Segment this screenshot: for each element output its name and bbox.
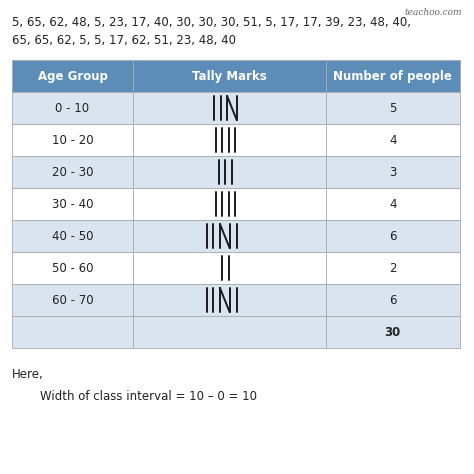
Bar	[12, 252, 133, 284]
Bar	[133, 60, 326, 92]
Text: 4: 4	[389, 198, 397, 210]
Text: 50 - 60: 50 - 60	[52, 262, 93, 274]
Text: 10 - 20: 10 - 20	[52, 134, 93, 146]
Bar	[12, 92, 133, 124]
Text: Age Group: Age Group	[37, 70, 108, 82]
Bar	[12, 60, 133, 92]
Text: 5, 65, 62, 48, 5, 23, 17, 40, 30, 30, 30, 51, 5, 17, 17, 39, 23, 48, 40,: 5, 65, 62, 48, 5, 23, 17, 40, 30, 30, 30…	[12, 16, 411, 29]
Bar	[12, 124, 133, 156]
Bar	[133, 220, 326, 252]
Bar	[133, 124, 326, 156]
Text: 0 - 10: 0 - 10	[55, 101, 90, 115]
Bar	[12, 284, 133, 316]
Bar	[326, 188, 460, 220]
Text: Tally Marks: Tally Marks	[192, 70, 267, 82]
Bar	[12, 220, 133, 252]
Text: 20 - 30: 20 - 30	[52, 165, 93, 179]
Text: 3: 3	[389, 165, 396, 179]
Bar	[133, 188, 326, 220]
Text: 30: 30	[385, 326, 401, 338]
Text: 4: 4	[389, 134, 397, 146]
Bar	[133, 284, 326, 316]
Bar	[326, 124, 460, 156]
Text: Number of people: Number of people	[333, 70, 452, 82]
Bar	[326, 60, 460, 92]
Bar	[326, 316, 460, 348]
Text: 6: 6	[389, 293, 397, 307]
Bar	[326, 284, 460, 316]
Bar	[12, 188, 133, 220]
Text: Here,: Here,	[12, 368, 44, 381]
Text: 6: 6	[389, 229, 397, 243]
Bar	[133, 252, 326, 284]
Bar	[133, 92, 326, 124]
Text: Width of class interval = 10 – 0 = 10: Width of class interval = 10 – 0 = 10	[40, 390, 257, 403]
Bar	[326, 156, 460, 188]
Bar	[326, 252, 460, 284]
Bar	[12, 156, 133, 188]
Text: 40 - 50: 40 - 50	[52, 229, 93, 243]
Bar	[133, 316, 326, 348]
Text: teachoo.com: teachoo.com	[404, 8, 462, 17]
Bar	[12, 316, 133, 348]
Text: 65, 65, 62, 5, 5, 17, 62, 51, 23, 48, 40: 65, 65, 62, 5, 5, 17, 62, 51, 23, 48, 40	[12, 34, 236, 47]
Bar	[133, 156, 326, 188]
Text: 30 - 40: 30 - 40	[52, 198, 93, 210]
Bar	[326, 220, 460, 252]
Text: 5: 5	[389, 101, 396, 115]
Text: 2: 2	[389, 262, 397, 274]
Text: 60 - 70: 60 - 70	[52, 293, 93, 307]
Bar	[326, 92, 460, 124]
